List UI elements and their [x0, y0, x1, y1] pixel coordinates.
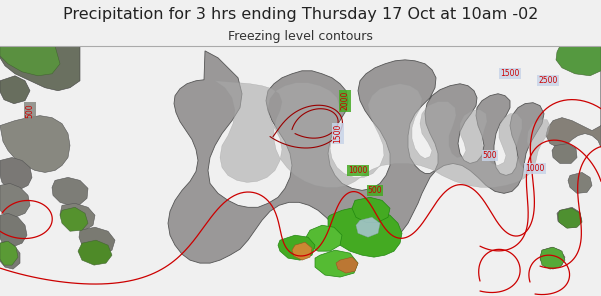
Polygon shape [60, 203, 95, 230]
Text: 2500: 2500 [538, 76, 558, 85]
Polygon shape [292, 242, 312, 260]
Polygon shape [557, 207, 582, 227]
Polygon shape [0, 46, 60, 76]
Text: Freezing level contours: Freezing level contours [228, 30, 373, 43]
Text: 500: 500 [368, 186, 382, 195]
Polygon shape [0, 184, 30, 217]
Polygon shape [540, 247, 565, 269]
Polygon shape [0, 213, 27, 247]
Polygon shape [0, 116, 70, 173]
Polygon shape [0, 241, 18, 265]
Polygon shape [215, 81, 550, 187]
Polygon shape [60, 207, 88, 231]
Text: 1500: 1500 [500, 69, 520, 78]
Polygon shape [0, 157, 32, 190]
Text: 500: 500 [483, 151, 497, 160]
Polygon shape [352, 197, 390, 222]
Text: 2000: 2000 [341, 91, 350, 110]
Text: 1000: 1000 [349, 166, 368, 175]
Polygon shape [540, 46, 601, 147]
Polygon shape [0, 46, 80, 91]
Polygon shape [79, 227, 115, 255]
Text: 500: 500 [25, 103, 34, 118]
Polygon shape [540, 247, 565, 269]
Polygon shape [556, 46, 601, 76]
Polygon shape [78, 240, 112, 265]
Polygon shape [278, 235, 315, 260]
Polygon shape [0, 241, 20, 269]
Polygon shape [52, 177, 88, 205]
Polygon shape [558, 208, 582, 228]
Polygon shape [0, 76, 30, 104]
Polygon shape [568, 173, 592, 193]
Polygon shape [552, 144, 577, 163]
Polygon shape [315, 250, 358, 277]
Polygon shape [168, 51, 544, 263]
Polygon shape [328, 207, 402, 257]
Polygon shape [336, 257, 358, 273]
Text: 1000: 1000 [525, 164, 545, 173]
Text: 1500: 1500 [334, 124, 343, 143]
Polygon shape [356, 217, 380, 237]
Polygon shape [306, 225, 342, 251]
Text: Precipitation for 3 hrs ending Thursday 17 Oct at 10am -02: Precipitation for 3 hrs ending Thursday … [63, 7, 538, 22]
